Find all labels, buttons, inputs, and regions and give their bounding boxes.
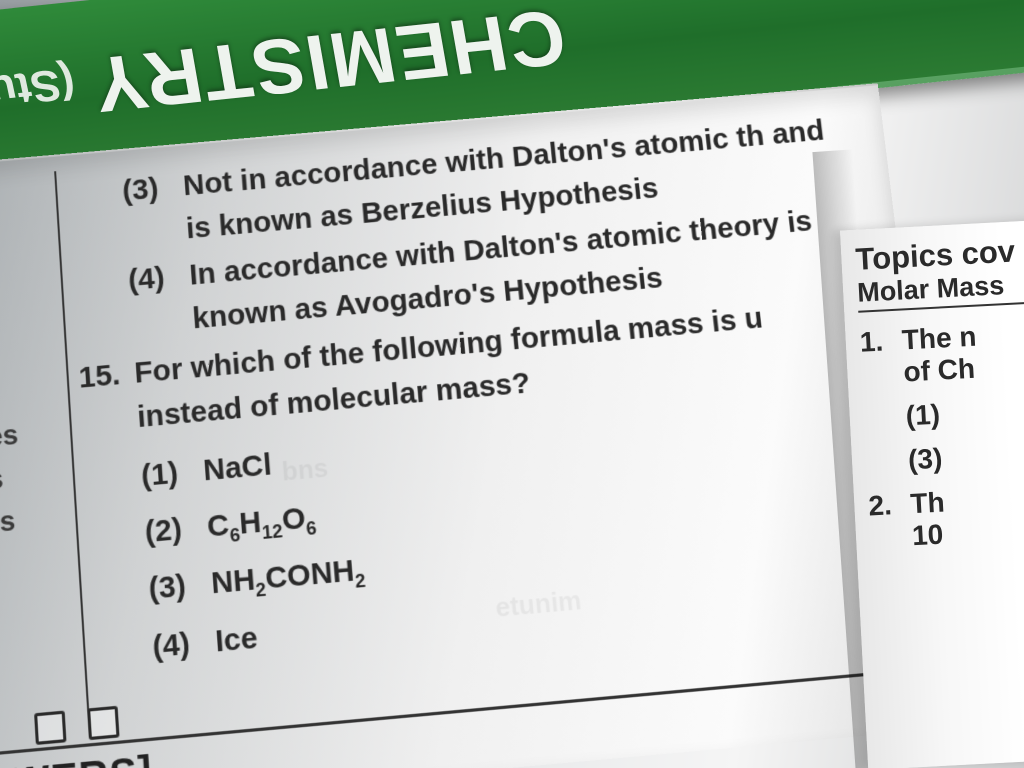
right-q1-line2: of Ch — [903, 353, 979, 389]
margin-line-2: / is — [0, 456, 22, 504]
question-15-number: 15. — [77, 351, 138, 445]
right-q1-number: 1. — [859, 325, 904, 391]
answer-checkboxes — [34, 706, 119, 745]
spine-title: CHEMISTRY — [85, 0, 573, 131]
right-q2-text: Th 10 — [910, 487, 948, 553]
spine-subtitle: (Stud — [0, 57, 80, 118]
option-3-number: (3) — [121, 165, 188, 257]
choice-2-number: (2) — [144, 505, 209, 557]
right-q1-text: The n of Ch — [901, 321, 979, 389]
margin-text-fragment: mes / is nes — [0, 413, 24, 546]
textbook-photo: CHEMISTRY (Stud mes / is nes (3) Not in … — [0, 0, 1024, 768]
checkbox-1 — [34, 711, 66, 745]
right-q2-number: 2. — [868, 488, 913, 554]
right-page: Topics cov Molar Mass 1. The n of Ch (1)… — [840, 220, 1024, 768]
horizontal-rule — [0, 665, 950, 757]
margin-line-1: mes — [0, 413, 19, 460]
right-q1-opt3: (3) — [907, 437, 1024, 476]
right-q2: 2. Th 10 — [868, 481, 1024, 554]
checkbox-2 — [87, 706, 120, 740]
choice-4-number: (4) — [151, 619, 217, 671]
choice-1-number: (1) — [140, 449, 205, 500]
left-page: mes / is nes (3) Not in accordance with … — [0, 83, 957, 768]
right-q1: 1. The n of Ch — [859, 317, 1024, 390]
right-q2-line2: 10 — [911, 518, 947, 552]
right-q1-line1: The n — [901, 321, 977, 357]
margin-line-3: nes — [0, 499, 24, 547]
right-q1-opt1: (1) — [905, 393, 1024, 432]
right-q2-line1: Th — [910, 487, 946, 521]
option-4-number: (4) — [127, 254, 194, 347]
choice-3-number: (3) — [147, 562, 213, 615]
question-15-choices: (1) NaCl (2) C6H12O6 (3) NH2CONH2 (4) Ic… — [140, 389, 902, 671]
question-content: (3) Not in accordance with Dalton's atom… — [121, 106, 903, 682]
